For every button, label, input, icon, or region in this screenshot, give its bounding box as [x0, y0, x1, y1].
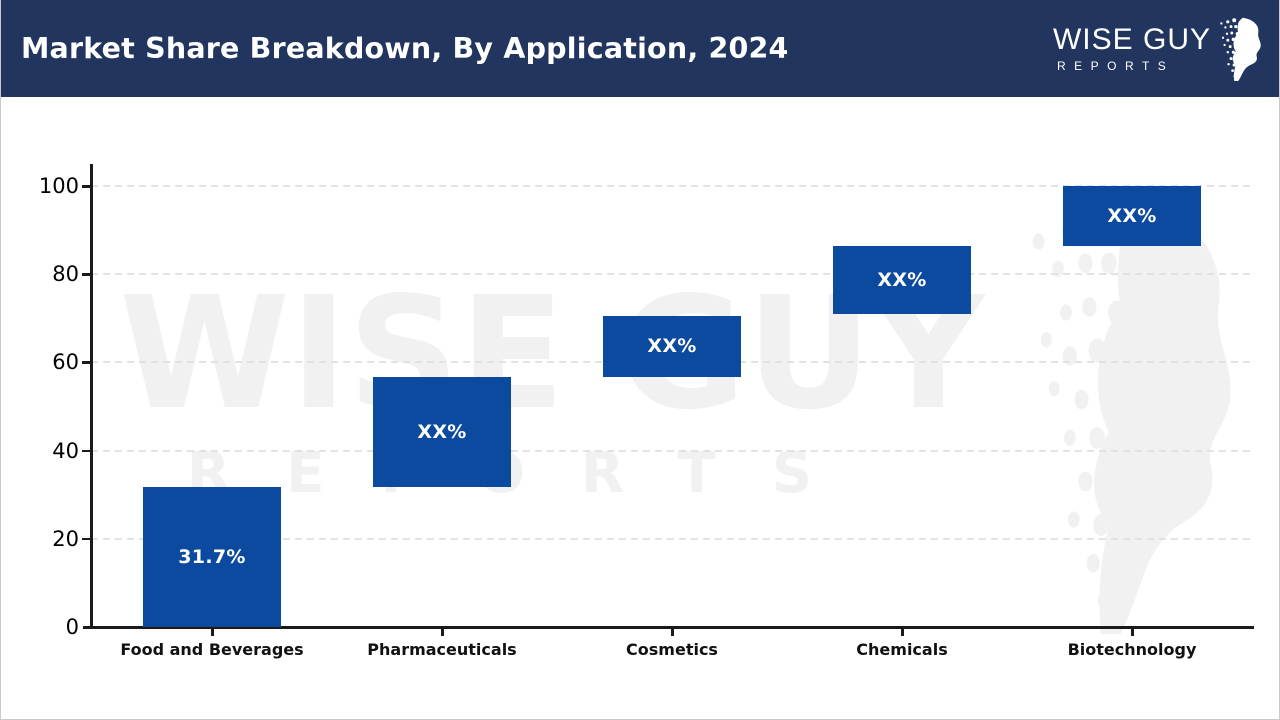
- gridline-40: [91, 449, 1254, 452]
- y-tick-label-80: 80: [52, 262, 79, 287]
- x-category-label: Cosmetics: [626, 640, 718, 659]
- x-tick-0: [211, 628, 214, 636]
- y-tick-100: [82, 185, 91, 188]
- bar-value-label: XX%: [417, 421, 467, 444]
- y-tick-label-40: 40: [52, 438, 79, 463]
- bar-value-label: XX%: [647, 335, 697, 358]
- brand-name-label: WISE GUY: [1052, 22, 1211, 56]
- y-tick-80: [82, 273, 91, 276]
- wiseguy-face-icon: [1220, 17, 1261, 81]
- bar-chemicals: XX%: [833, 245, 971, 315]
- bar-food-and-beverages: 31.7%: [143, 487, 281, 627]
- page-title: Market Share Breakdown, By Application, …: [21, 32, 789, 65]
- y-tick-label-20: 20: [52, 526, 79, 551]
- brand-sub-label: REPORTS: [1056, 58, 1175, 73]
- bar-biotechnology: XX%: [1063, 186, 1201, 246]
- x-category-label: Chemicals: [856, 640, 948, 659]
- x-tick-2: [671, 628, 674, 636]
- bar-pharmaceuticals: XX%: [373, 376, 511, 488]
- x-category-label: Biotechnology: [1067, 640, 1197, 659]
- bar-cosmetics: XX%: [603, 315, 741, 377]
- bar-value-label: XX%: [1107, 204, 1157, 227]
- gridline-100: [91, 185, 1254, 187]
- y-tick-label-100: 100: [38, 174, 79, 198]
- y-tick-40: [82, 449, 91, 453]
- x-category-label: Food and Beverages: [120, 640, 304, 659]
- brand-text: WISE GUY REPORTS: [1052, 22, 1211, 73]
- y-tick-label-0: 0: [65, 615, 79, 639]
- brand-logo: WISE GUY REPORTS: [1053, 9, 1271, 89]
- bar-value-label: 31.7%: [178, 546, 246, 569]
- y-tick-60: [82, 361, 91, 364]
- y-tick-20: [82, 537, 91, 541]
- waterfall-chart: 0 20 40 60 80 100 31.7% Food and Beverages XX% Ph…: [1, 97, 1279, 719]
- x-category-label: Pharmaceuticals: [367, 640, 517, 659]
- x-tick-1: [441, 628, 444, 636]
- gridline-20: [91, 537, 1254, 540]
- x-axis-line: [83, 626, 1254, 629]
- gridline-80: [91, 273, 1254, 276]
- x-tick-3: [901, 628, 904, 636]
- y-tick-label-60: 60: [52, 350, 79, 375]
- x-tick-4: [1131, 628, 1134, 636]
- header-bar: Market Share Breakdown, By Application, …: [1, 0, 1279, 97]
- y-axis-line: [90, 164, 93, 629]
- bar-value-label: XX%: [877, 269, 927, 292]
